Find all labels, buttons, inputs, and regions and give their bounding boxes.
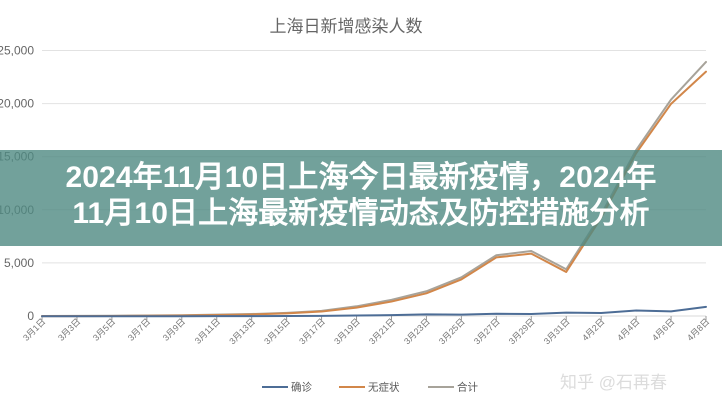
svg-text:0: 0: [27, 309, 34, 323]
svg-text:3月5日: 3月5日: [91, 316, 117, 342]
svg-text:3月9日: 3月9日: [161, 316, 187, 342]
svg-text:4月4日: 4月4日: [615, 316, 641, 342]
svg-text:25,000: 25,000: [0, 44, 34, 58]
svg-text:4月6日: 4月6日: [650, 316, 676, 342]
svg-text:3月31日: 3月31日: [542, 316, 572, 346]
svg-text:3月25日: 3月25日: [437, 316, 467, 346]
svg-text:3月21日: 3月21日: [367, 316, 397, 346]
svg-text:4月2日: 4月2日: [580, 316, 606, 342]
svg-text:4月8日: 4月8日: [685, 316, 711, 342]
svg-text:3月11日: 3月11日: [193, 316, 222, 345]
svg-text:5,000: 5,000: [4, 256, 34, 270]
svg-text:3月3日: 3月3日: [56, 316, 82, 342]
svg-text:20,000: 20,000: [0, 97, 34, 111]
svg-text:3月15日: 3月15日: [262, 316, 292, 346]
svg-text:3月29日: 3月29日: [507, 316, 537, 346]
svg-text:3月7日: 3月7日: [126, 316, 152, 342]
svg-text:3月23日: 3月23日: [402, 316, 432, 346]
svg-text:3月19日: 3月19日: [332, 316, 362, 346]
svg-text:3月1日: 3月1日: [21, 316, 47, 342]
svg-text:3月13日: 3月13日: [227, 316, 257, 346]
svg-text:3月17日: 3月17日: [297, 316, 327, 346]
svg-text:3月27日: 3月27日: [472, 316, 502, 346]
